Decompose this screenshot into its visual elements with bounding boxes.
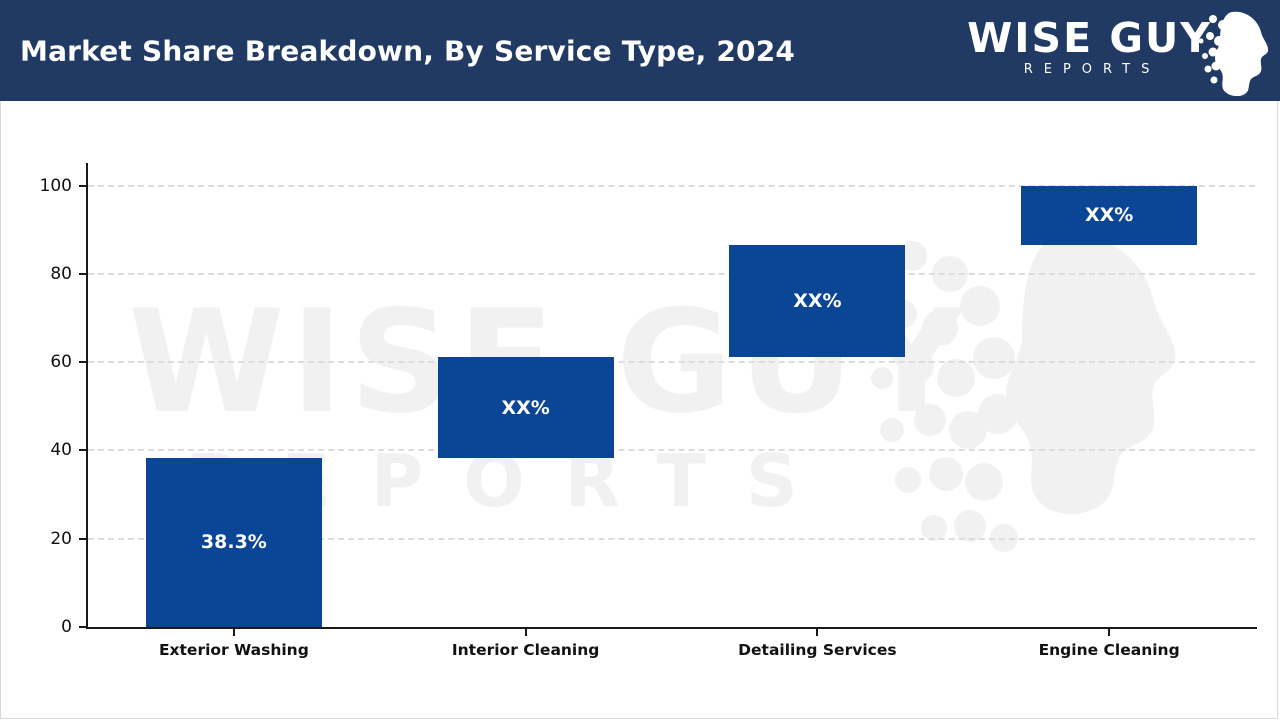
x-tick-1 [524,629,527,636]
y-tick-80 [79,272,87,275]
y-tick-label-0: 0 [61,617,72,637]
bar-value-label-0: 38.3% [200,531,267,554]
logo-subtext: REPORTS [1023,62,1161,77]
header: Market Share Breakdown, By Service Type,… [0,0,1280,101]
x-tick-0 [232,629,235,636]
gridline-60 [88,361,1255,364]
gridline-80 [88,272,1255,275]
x-tick-label-1: Interior Cleaning [451,641,600,659]
logo-head-icon [1198,11,1269,96]
x-axis-line [86,627,1257,629]
x-tick-label-3: Engine Cleaning [1038,641,1180,659]
y-axis-line [86,163,88,629]
bar-2 [729,245,906,358]
x-tick-2 [816,629,819,636]
x-tick-3 [1108,629,1111,636]
y-tick-label-40: 40 [50,440,72,461]
y-tick-40 [79,449,87,452]
gridline-20 [88,537,1255,540]
y-tick-label-80: 80 [50,263,72,284]
bar-0 [145,457,322,627]
y-tick-20 [79,537,87,540]
y-tick-60 [79,361,87,364]
logo-text: WISE GUY REPORTS [967,14,1212,78]
y-tick-label-20: 20 [50,528,72,549]
gridline-40 [88,449,1255,452]
bar-3 [1021,185,1198,246]
bar-value-label-1: XX% [501,396,550,419]
y-tick-100 [79,184,87,187]
logo-wordmark: WISE GUY [967,14,1212,62]
y-tick-label-60: 60 [50,352,72,373]
bar-1 [437,357,614,458]
y-tick-label-100: 100 [39,175,72,196]
gridline-100 [88,184,1255,187]
x-tick-label-2: Detailing Services [738,641,897,659]
y-tick-0 [79,626,87,628]
x-tick-label-0: Exterior Washing [158,641,309,659]
wise-guy-logo: WISE GUY REPORTS [967,10,1270,96]
bar-value-label-3: XX% [1084,204,1134,227]
chart-title: Market Share Breakdown, By Service Type,… [20,34,796,67]
bar-value-label-2: XX% [793,290,842,313]
